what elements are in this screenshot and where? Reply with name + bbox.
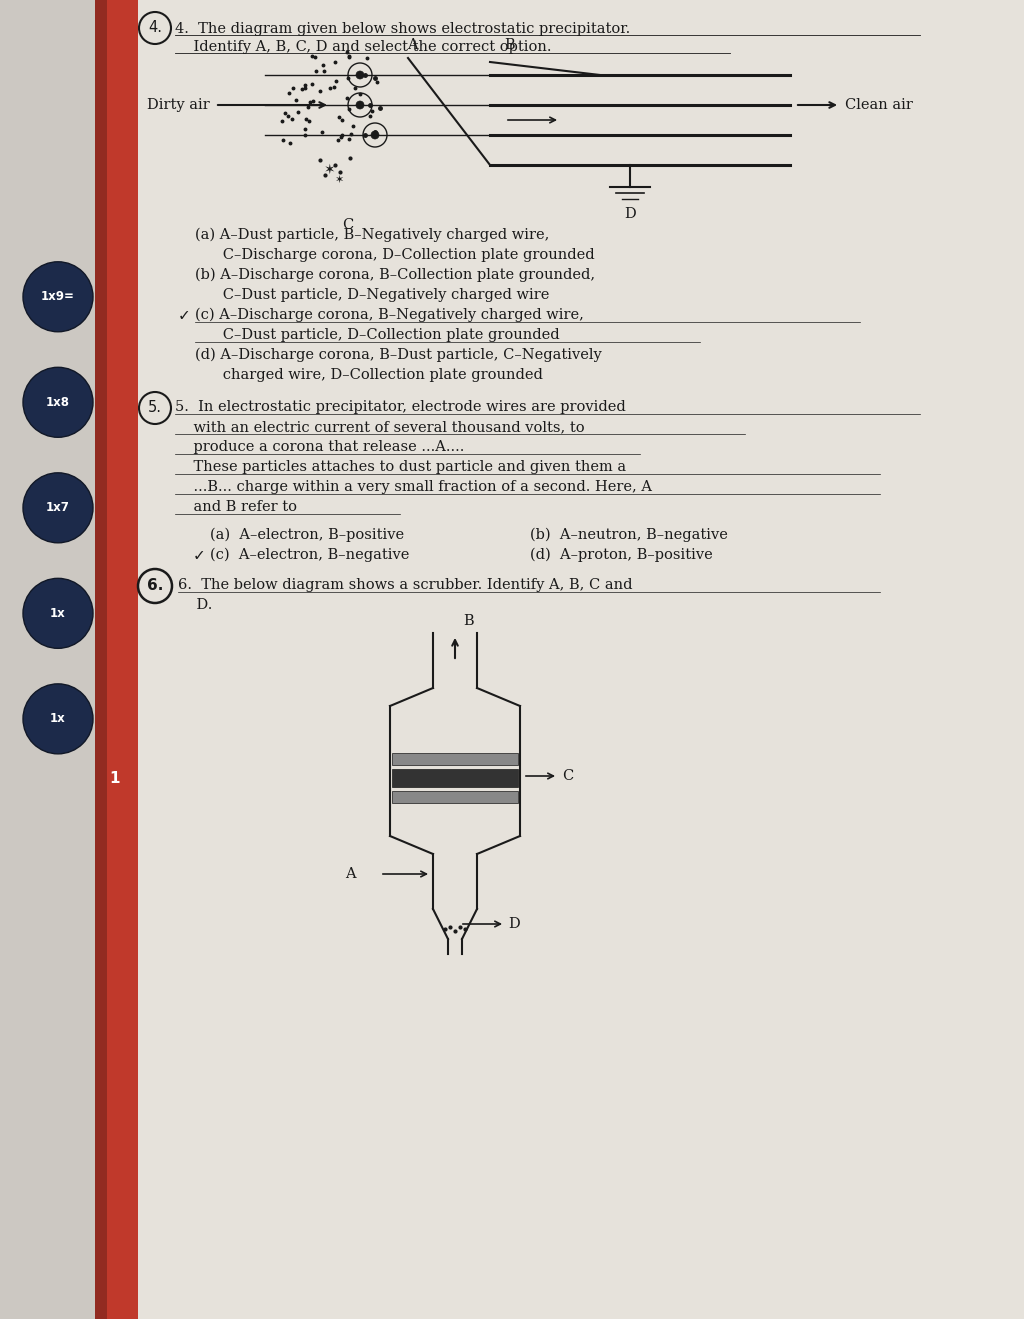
Text: C: C (562, 769, 573, 783)
Text: 1: 1 (110, 770, 120, 786)
Text: A: A (407, 38, 418, 51)
Text: C–Discharge corona, D–Collection plate grounded: C–Discharge corona, D–Collection plate g… (195, 248, 595, 262)
Text: ✓: ✓ (178, 309, 190, 323)
Bar (95, 0, 106, 1319)
Text: (c) A–Discharge corona, B–Negatively charged wire,: (c) A–Discharge corona, B–Negatively cha… (195, 309, 584, 322)
Text: 1x: 1x (50, 607, 66, 620)
Text: charged wire, D–Collection plate grounded: charged wire, D–Collection plate grounde… (195, 368, 543, 383)
Circle shape (23, 578, 93, 649)
Text: (a) A–Dust particle, B–Negatively charged wire,: (a) A–Dust particle, B–Negatively charge… (195, 228, 549, 243)
Text: ✓: ✓ (193, 547, 206, 563)
Text: (a)  A–electron, B–positive: (a) A–electron, B–positive (210, 528, 404, 542)
Text: (d) A–Discharge corona, B–Dust particle, C–Negatively: (d) A–Discharge corona, B–Dust particle,… (195, 348, 602, 363)
Circle shape (371, 131, 379, 138)
Text: 1x7: 1x7 (46, 501, 70, 514)
Circle shape (23, 367, 93, 438)
Circle shape (23, 472, 93, 543)
Text: ...B... charge within a very small fraction of a second. Here, A: ...B... charge within a very small fract… (175, 480, 652, 495)
Text: 1x: 1x (50, 712, 66, 725)
Text: 6.  The below diagram shows a scrubber. Identify A, B, C and: 6. The below diagram shows a scrubber. I… (178, 578, 633, 592)
Text: Clean air: Clean air (845, 98, 912, 112)
Text: produce a corona that release ...A....: produce a corona that release ...A.... (175, 441, 464, 454)
Bar (392, 753, 518, 765)
Text: 5.  In electrostatic precipitator, electrode wires are provided: 5. In electrostatic precipitator, electr… (175, 400, 626, 414)
Text: 4.  The diagram given below shows electrostatic precipitator.: 4. The diagram given below shows electro… (175, 22, 630, 36)
Text: with an electric current of several thousand volts, to: with an electric current of several thou… (175, 419, 585, 434)
Text: ✶: ✶ (335, 175, 345, 185)
Text: (d)  A–proton, B–positive: (d) A–proton, B–positive (530, 547, 713, 562)
Text: A: A (345, 867, 355, 881)
Text: 1x9=: 1x9= (41, 290, 75, 303)
Text: and B refer to: and B refer to (175, 500, 297, 514)
Text: B: B (505, 38, 515, 51)
Text: 1x8: 1x8 (46, 396, 70, 409)
Bar (392, 791, 518, 803)
Bar (138, 0, 1024, 1319)
Bar (392, 769, 518, 787)
Text: 6.: 6. (146, 579, 163, 594)
Text: 5.: 5. (148, 401, 162, 415)
Circle shape (356, 71, 364, 79)
Text: Identify A, B, C, D and select the correct option.: Identify A, B, C, D and select the corre… (175, 40, 552, 54)
Text: D: D (624, 207, 636, 222)
Text: Dirty air: Dirty air (147, 98, 210, 112)
Text: D.: D. (178, 598, 212, 612)
Bar (95, 0, 138, 1319)
Text: C–Dust particle, D–Negatively charged wire: C–Dust particle, D–Negatively charged wi… (195, 288, 549, 302)
Circle shape (23, 261, 93, 332)
Text: B: B (463, 615, 474, 628)
Text: (b)  A–neutron, B–negative: (b) A–neutron, B–negative (530, 528, 728, 542)
Text: (c)  A–electron, B–negative: (c) A–electron, B–negative (210, 547, 410, 562)
Text: C: C (342, 218, 353, 232)
Text: D: D (508, 917, 520, 931)
Circle shape (23, 683, 93, 754)
Text: ✶: ✶ (325, 164, 336, 177)
Circle shape (356, 102, 364, 109)
Text: These particles attaches to dust particle and given them a: These particles attaches to dust particl… (175, 460, 626, 474)
Text: 4.: 4. (148, 21, 162, 36)
Text: (b) A–Discharge corona, B–Collection plate grounded,: (b) A–Discharge corona, B–Collection pla… (195, 268, 595, 282)
Text: C–Dust particle, D–Collection plate grounded: C–Dust particle, D–Collection plate grou… (195, 328, 560, 342)
